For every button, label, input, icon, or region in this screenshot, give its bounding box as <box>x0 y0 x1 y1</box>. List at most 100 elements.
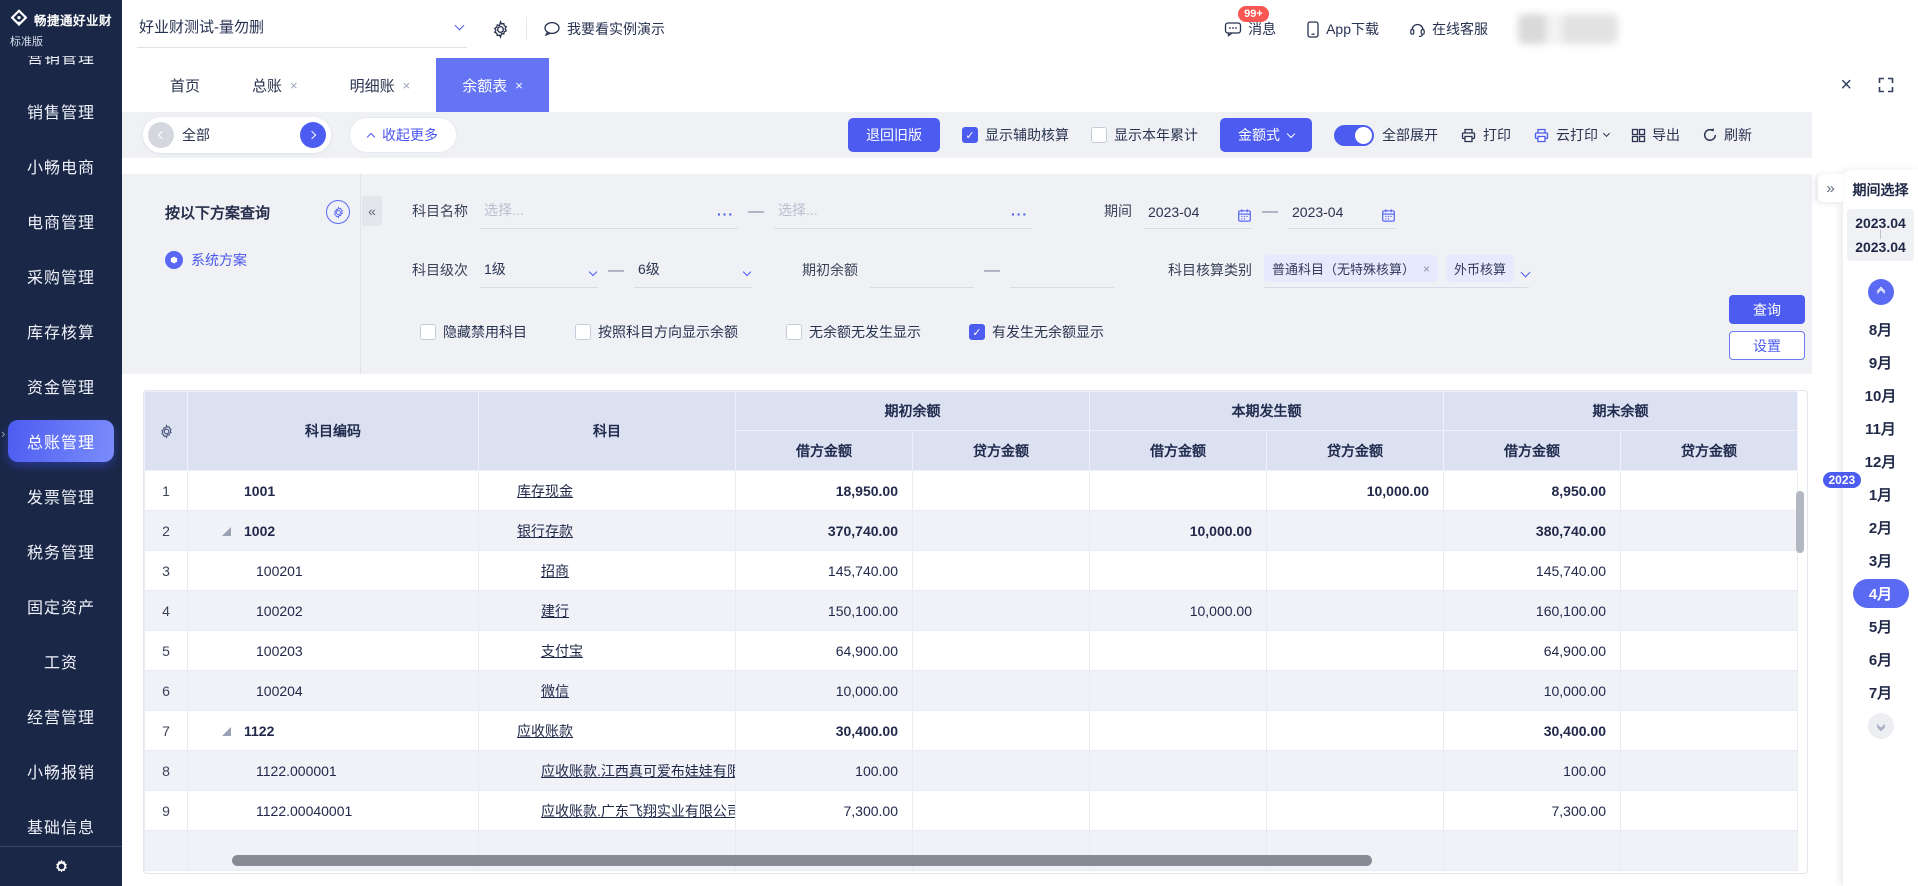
tag-remove-icon[interactable]: × <box>1423 261 1431 276</box>
table-row[interactable]: 9 1122.00040001 应收账款.广东飞翔实业有限公司 7,300.00 7,3… <box>144 790 1798 831</box>
cloud-print-button[interactable]: 云打印 <box>1533 125 1611 145</box>
demo-link[interactable]: 我要看实例演示 <box>543 19 665 39</box>
plan-collapse-handle[interactable]: « <box>362 196 382 226</box>
month-item[interactable]: 11月 <box>1865 421 1896 438</box>
period-from-input[interactable]: 2023-04 <box>1144 204 1252 229</box>
subject-link[interactable]: 建行 <box>541 602 569 619</box>
filter-checkbox[interactable]: 无余额无发生显示 <box>786 322 921 342</box>
calendar-icon[interactable] <box>1237 208 1252 223</box>
expand-triangle-icon[interactable] <box>222 727 231 736</box>
refresh-button[interactable]: 刷新 <box>1702 125 1752 145</box>
subject-link[interactable]: 库存现金 <box>517 482 573 499</box>
legacy-version-button[interactable]: 退回旧版 <box>848 118 940 152</box>
month-item[interactable]: 5月 <box>1868 619 1893 636</box>
period-to-input[interactable]: 2023-04 <box>1288 204 1396 229</box>
category-tag[interactable]: 外币核算 <box>1446 255 1515 282</box>
opening-from-input[interactable] <box>870 263 974 288</box>
vertical-scrollbar[interactable] <box>1796 491 1804 553</box>
tab-明细账[interactable]: 明细账 × <box>349 77 411 95</box>
opening-to-input[interactable] <box>1010 263 1114 288</box>
table-settings-gear-icon[interactable] <box>144 391 188 471</box>
messages-link[interactable]: 99+ 消息 <box>1224 6 1276 39</box>
month-item[interactable]: 3月 <box>1868 553 1893 570</box>
table-row[interactable]: 81122.000001应收账款.江西真可爱布娃娃有限责任100.00100.0… <box>144 750 1798 791</box>
amount-style-button[interactable]: 金额式 <box>1220 118 1312 152</box>
period-range[interactable]: 2023.04 | 2023.04 <box>1847 209 1914 261</box>
month-item[interactable]: 9月 <box>1868 355 1893 372</box>
level-from-select[interactable]: 1级 <box>480 259 598 288</box>
tab-close-icon[interactable]: × <box>515 77 523 93</box>
horizontal-scrollbar[interactable] <box>232 855 1372 866</box>
fullscreen-icon[interactable] <box>1878 77 1894 93</box>
month-item[interactable]: 6月 <box>1868 652 1893 669</box>
month-item[interactable]: 4月 <box>1852 579 1909 608</box>
sidebar-item-8[interactable]: 总账管理 <box>8 420 114 462</box>
table-row[interactable]: 2 1002 银行存款 370,740.00 10,000.00 380,740.00 <box>144 510 1798 551</box>
subject-link[interactable]: 微信 <box>541 682 569 699</box>
sidebar-item-9[interactable]: 发票管理 <box>26 490 95 507</box>
sidebar-item-10[interactable]: 税务管理 <box>26 545 95 562</box>
month-item[interactable]: 12月 <box>1864 454 1897 471</box>
export-button[interactable]: 导出 <box>1631 125 1680 145</box>
months-scroll-down-button[interactable] <box>1867 713 1894 739</box>
table-row[interactable]: 5 100203 支付宝 64,900.00 64,900.00 <box>144 630 1798 671</box>
scope-prev-button[interactable] <box>148 122 174 148</box>
close-icon[interactable]: × <box>1840 73 1852 96</box>
month-item[interactable]: 10月 <box>1864 388 1897 405</box>
settings-gear-icon[interactable] <box>491 19 510 39</box>
scope-next-button[interactable] <box>300 122 326 148</box>
table-row[interactable]: 4 100202 建行 150,100.00 10,000.00 160,100.00 <box>144 590 1798 631</box>
query-button[interactable]: 查询 <box>1729 295 1805 324</box>
app-download-link[interactable]: App下载 <box>1306 19 1379 39</box>
sidebar-item-5[interactable]: 采购管理 <box>26 270 95 287</box>
print-button[interactable]: 打印 <box>1460 125 1511 145</box>
plan-item-system[interactable]: 系统方案 <box>165 250 350 270</box>
subject-link[interactable]: 招商 <box>541 562 569 579</box>
expand-all-toggle[interactable]: 全部展开 <box>1334 124 1438 146</box>
sidebar-item-4[interactable]: 电商管理 <box>26 215 95 232</box>
table-row[interactable]: 6 100204 微信 10,000.00 10,000.00 <box>144 670 1798 711</box>
subject-link[interactable]: 银行存款 <box>517 522 573 539</box>
filter-checkbox[interactable]: 按照科目方向显示余额 <box>575 322 738 342</box>
subject-link[interactable]: 应收账款.江西真可爱布娃娃有限责任 <box>541 762 735 779</box>
sidebar-item-15[interactable]: 基础信息 <box>26 820 95 837</box>
sidebar-item-2[interactable]: 销售管理 <box>26 105 95 122</box>
tab-余额表[interactable]: 余额表 × <box>436 58 549 112</box>
table-row[interactable]: 7 1122 应收账款 30,400.00 30,400.00 <box>144 710 1798 751</box>
months-scroll-up-button[interactable] <box>1867 279 1894 305</box>
filter-checkbox[interactable]: ✓ 有发生无余额显示 <box>969 322 1104 342</box>
show-ytd-checkbox[interactable]: 显示本年累计 <box>1091 125 1198 145</box>
category-multiselect[interactable]: 普通科目（无特殊核算） × 外币核算 <box>1264 255 1531 288</box>
filter-checkbox[interactable]: 隐藏禁用科目 <box>420 322 527 342</box>
month-item[interactable]: 1月 2023 <box>1822 472 1909 511</box>
subject-link[interactable]: 应收账款.广东飞翔实业有限公司 <box>541 802 736 819</box>
calendar-icon[interactable] <box>1381 208 1396 223</box>
tab-首页[interactable]: 首页 <box>170 77 201 95</box>
subject-from-input[interactable]: 选择... ··· <box>480 200 738 229</box>
more-dots-icon[interactable]: ··· <box>717 206 734 222</box>
expand-triangle-icon[interactable] <box>222 527 231 536</box>
sidebar-settings-gear-icon[interactable] <box>53 858 70 875</box>
month-item[interactable]: 2月 <box>1868 520 1893 537</box>
sidebar-item-13[interactable]: 经营管理 <box>26 710 95 727</box>
tab-close-icon[interactable]: × <box>402 77 411 93</box>
subject-to-input[interactable]: 选择... ··· <box>774 200 1032 229</box>
month-item[interactable]: 7月 <box>1868 685 1893 702</box>
sidebar-item-12[interactable]: 工资 <box>43 655 78 672</box>
sidebar-item-7[interactable]: 资金管理 <box>26 380 95 397</box>
tab-总账[interactable]: 总账 × <box>252 77 298 95</box>
show-aux-checkbox[interactable]: ✓ 显示辅助核算 <box>962 125 1069 145</box>
more-dots-icon[interactable]: ··· <box>1011 206 1028 222</box>
sidebar-item-14[interactable]: 小畅报销 <box>26 765 95 782</box>
user-avatar[interactable] <box>1518 14 1618 44</box>
collapse-more-button[interactable]: 收起更多 <box>349 117 457 153</box>
period-panel-collapse-handle[interactable]: » <box>1818 174 1843 202</box>
sidebar-item-3[interactable]: 小畅电商 <box>26 160 95 177</box>
level-to-select[interactable]: 6级 <box>634 259 752 288</box>
sidebar-item-11[interactable]: 固定资产 <box>26 600 95 617</box>
subject-link[interactable]: 应收账款 <box>517 722 573 739</box>
plan-gear-icon[interactable] <box>326 200 350 224</box>
table-row[interactable]: 1 1001 库存现金 18,950.00 10,000.00 8,950.00 <box>144 470 1798 511</box>
tab-close-icon[interactable]: × <box>290 77 298 93</box>
table-row[interactable]: 3 100201 招商 145,740.00 145,740.00 <box>144 550 1798 591</box>
